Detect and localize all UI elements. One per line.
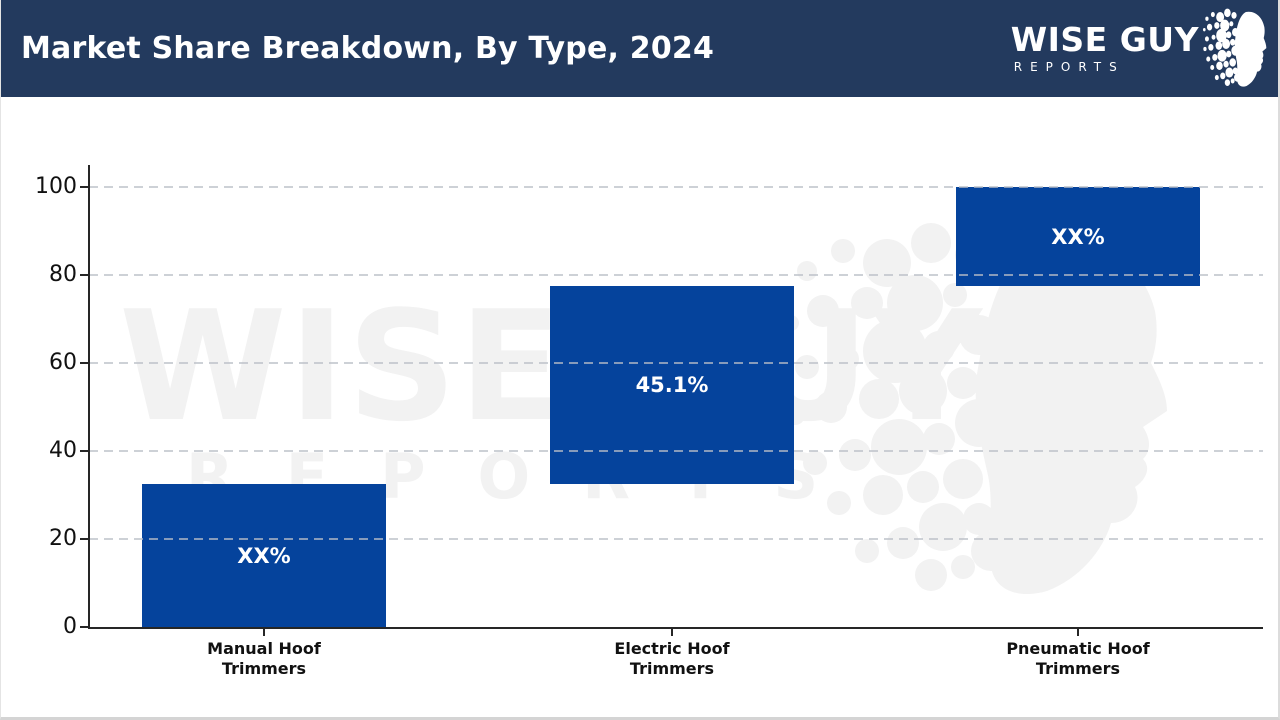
bar: 45.1% [550,286,794,485]
y-axis-tick [80,450,89,452]
logo-sub-text: REPORTS [1013,60,1125,74]
bar-value-label: 45.1% [635,373,709,398]
gridline [89,538,1263,540]
x-category-label-line: Electric Hoof [614,639,730,658]
gridline [89,450,1263,452]
x-category-label-line: Trimmers [1035,659,1121,678]
x-category-label: Manual Hoof Trimmers [142,639,386,679]
x-category-label-line: Pneumatic Hoof [1006,639,1150,658]
y-axis-tick [80,362,89,364]
bar-value-label: XX% [237,543,291,568]
gridline [89,186,1263,188]
bar-value-label: XX% [1051,224,1105,249]
x-category-label-line: Manual Hoof [207,639,321,658]
x-axis-tick [263,629,265,636]
y-tick-label: 40 [49,438,77,463]
x-category-label: Pneumatic Hoof Trimmers [956,639,1200,679]
y-axis-tick [80,274,89,276]
logo-face-icon [1202,8,1267,87]
x-axis-line [88,627,1263,629]
y-tick-label: 20 [49,526,77,551]
x-axis-tick [671,629,673,636]
y-tick-label: 0 [63,614,77,639]
bar: XX% [956,187,1200,286]
gridline [89,362,1263,364]
page-title: Market Share Breakdown, By Type, 2024 [21,31,715,66]
y-tick-label: 100 [35,174,77,199]
x-category-label-line: Trimmers [629,659,715,678]
x-category-label-line: Trimmers [221,659,307,678]
y-axis-line [88,165,90,629]
header-bar: Market Share Breakdown, By Type, 2024 WI… [1,0,1278,97]
y-axis-tick [80,626,89,628]
gridline [89,274,1263,276]
wise-guy-reports-logo: WISE GUY REPORTS [1011,7,1267,91]
bar: XX% [142,484,386,627]
y-axis-tick [80,538,89,540]
x-category-label: Electric Hoof Trimmers [550,639,794,679]
logo-brand-text: WISE GUY [1010,20,1199,59]
y-axis-tick [80,186,89,188]
y-tick-label: 60 [49,350,77,375]
y-tick-label: 80 [49,262,77,287]
x-axis-tick [1077,629,1079,636]
logo-text: WISE GUY REPORTS [1010,20,1199,75]
